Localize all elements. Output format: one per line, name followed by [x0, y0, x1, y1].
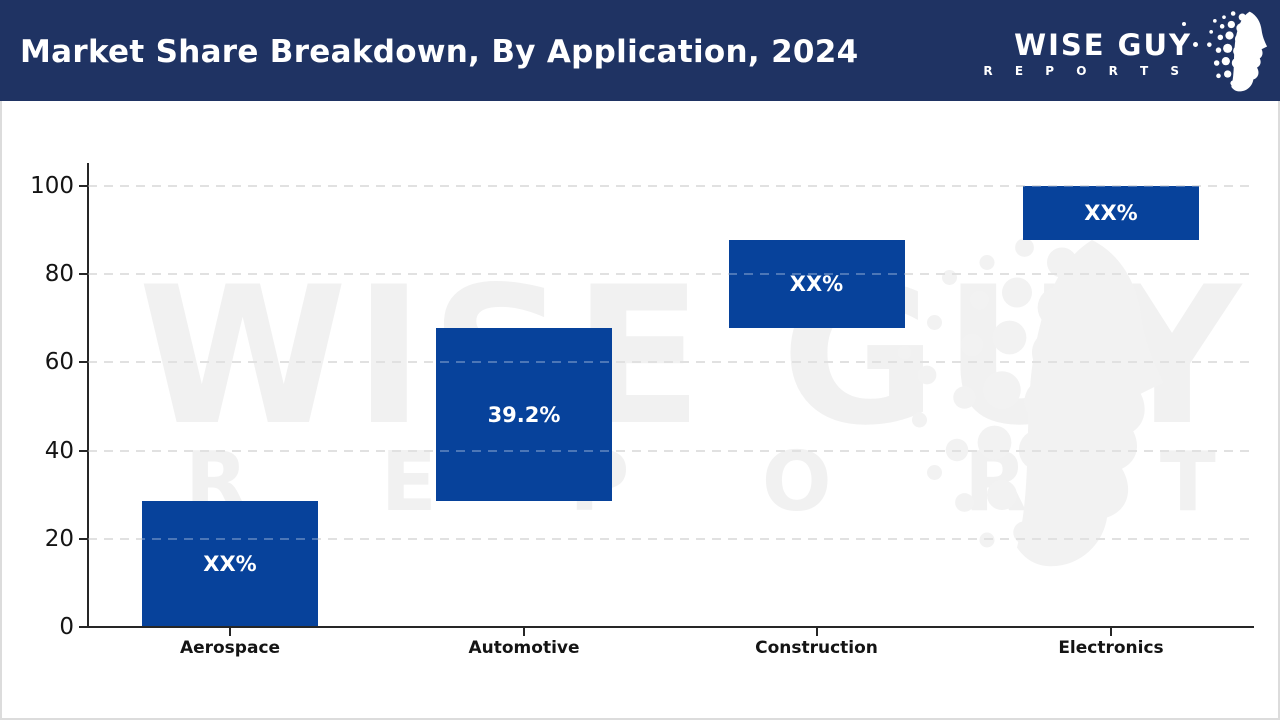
y-axis-tick-label: 40: [44, 437, 74, 464]
header-bar: Market Share Breakdown, By Application, …: [0, 0, 1280, 101]
bar-value-label: XX%: [789, 272, 844, 297]
x-axis-category-label: Construction: [755, 638, 878, 658]
gridline: [88, 185, 1256, 187]
gridline-overlay: [88, 185, 1256, 187]
x-axis-tick: [523, 628, 525, 636]
y-axis-tick: [79, 449, 87, 452]
y-axis-tick: [79, 537, 87, 540]
gridline: [88, 273, 1256, 276]
x-axis-tick: [815, 628, 818, 636]
gridline-overlay: [88, 449, 1256, 452]
gridline-overlay: [88, 361, 1256, 364]
brand-dot: [1182, 22, 1186, 26]
y-axis-tick-label: 60: [44, 349, 74, 376]
x-axis-tick: [1110, 628, 1112, 636]
y-axis-tick-label: 20: [44, 525, 74, 552]
brand-dot: [1193, 42, 1198, 47]
gridline: [88, 537, 1256, 540]
x-axis-tick: [229, 628, 231, 636]
bar-aerospace: [142, 501, 318, 627]
bar-value-label: XX%: [1084, 200, 1138, 225]
y-axis-tick-label: 80: [44, 261, 74, 288]
x-axis-category-label: Automotive: [468, 638, 580, 658]
gridline-overlay: [88, 537, 1256, 540]
y-axis-tick: [79, 185, 87, 187]
bar-value-label: 39.2%: [487, 402, 561, 427]
y-axis-tick: [79, 361, 87, 364]
y-axis-tick-label: 0: [59, 614, 74, 640]
bar-construction: [728, 239, 905, 329]
bar-electronics: [1023, 186, 1199, 240]
brand-head-logo-icon: [1207, 11, 1268, 92]
page-title: Market Share Breakdown, By Application, …: [20, 34, 859, 70]
bar-automotive: [436, 328, 612, 502]
watermark-head-logo-icon: [897, 238, 1164, 567]
x-axis-category-label: Electronics: [1058, 638, 1164, 658]
brand-reports-text: R E P O R T S: [983, 64, 1188, 78]
y-axis-tick-label: 100: [30, 173, 74, 199]
brand-wordmark: WISE GUY: [1014, 28, 1192, 62]
bar-value-label: XX%: [203, 552, 257, 577]
brand-logo: WISE GUY R E P O R T S: [983, 6, 1272, 98]
x-axis-category-label: Aerospace: [179, 638, 281, 658]
gridline: [88, 361, 1256, 364]
x-axis-line: [87, 626, 1254, 628]
y-axis-line: [87, 163, 89, 628]
y-axis-tick: [79, 626, 87, 628]
gridline: [88, 449, 1256, 452]
gridline-overlay: [88, 273, 1256, 276]
y-axis-tick: [79, 273, 87, 276]
